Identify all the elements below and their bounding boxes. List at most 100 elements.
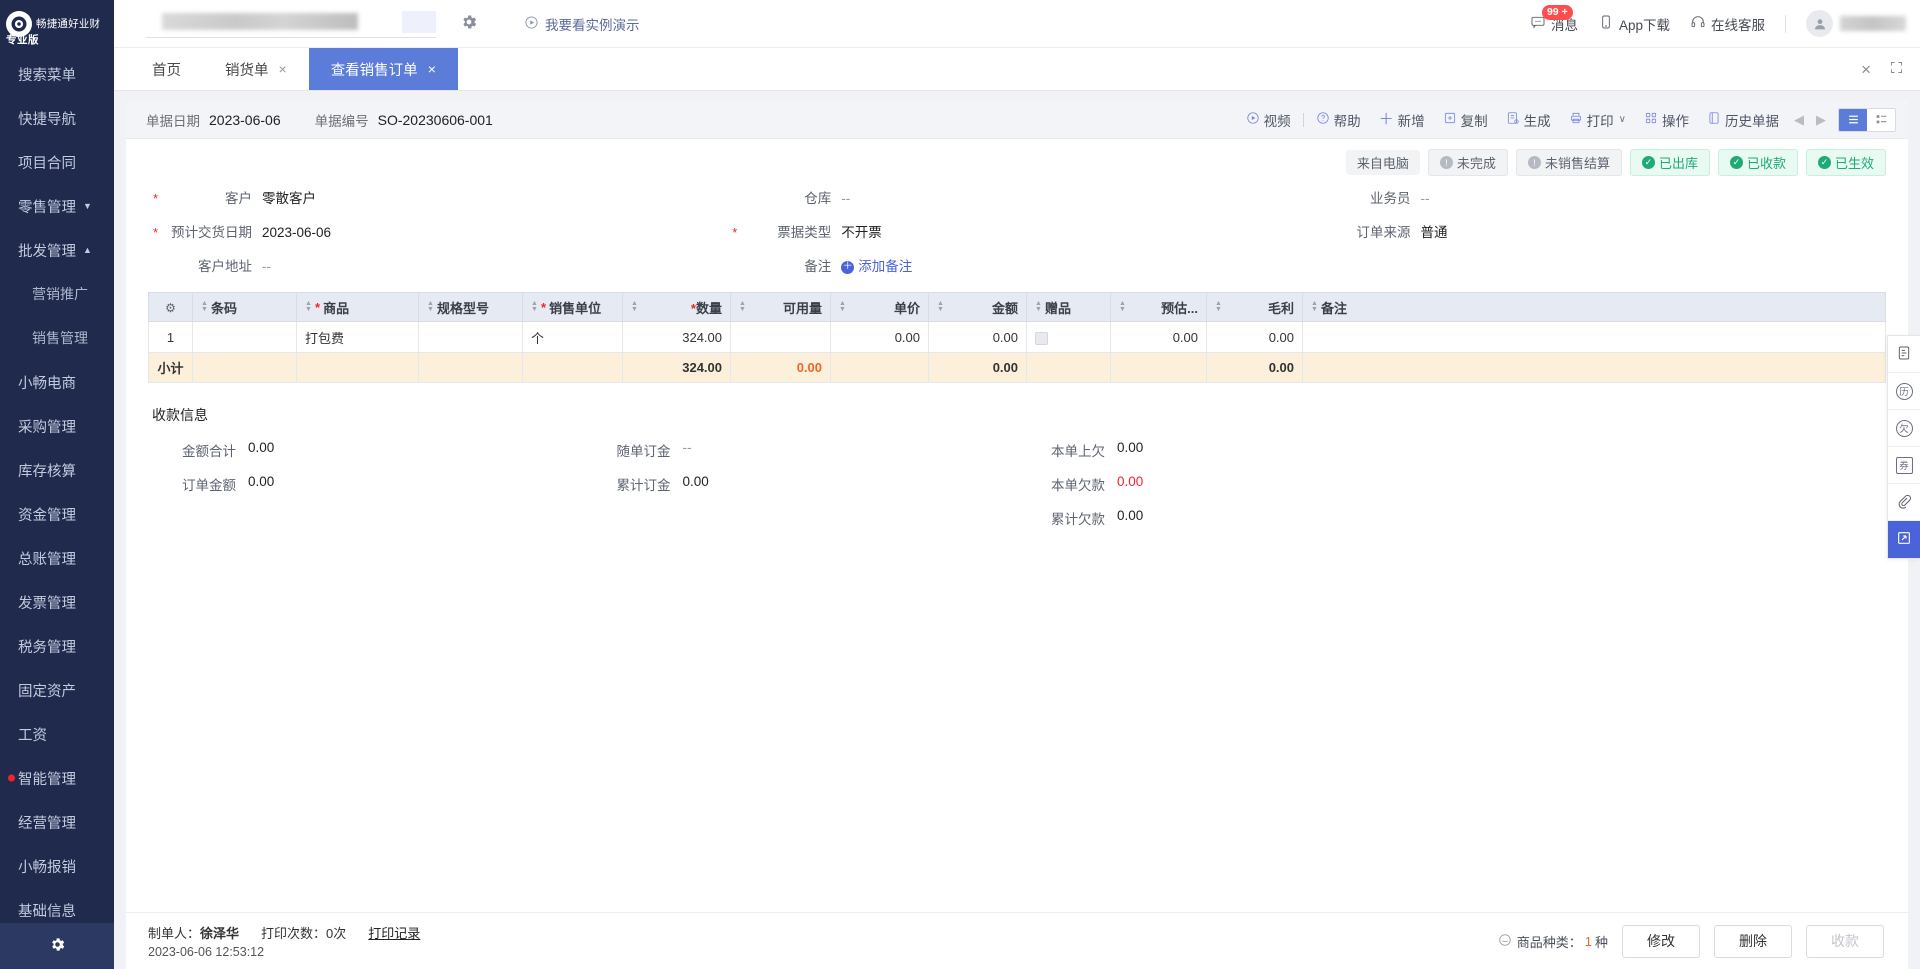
tab-home[interactable]: 首页 xyxy=(130,48,203,90)
sidebar-item-basic-info[interactable]: 基础信息 xyxy=(0,888,114,923)
required-marker: * xyxy=(315,299,321,315)
sort-icon[interactable]: ▲ ▼ xyxy=(839,300,846,313)
sidebar-item-ecommerce[interactable]: 小畅电商 xyxy=(0,360,114,404)
column-settings-icon[interactable]: ⚙ xyxy=(165,300,176,315)
column-settings-header[interactable]: ⚙ xyxy=(148,292,193,322)
field-expected-delivery-date: * 预计交货日期 2023-06-06 xyxy=(148,216,727,250)
chevron-down-icon[interactable]: ∨ xyxy=(1618,114,1626,125)
sidebar-item-marketing-promotion[interactable]: 营销推广 xyxy=(0,272,114,316)
rail-coupon-button[interactable]: 券 xyxy=(1888,447,1920,484)
gift-checkbox[interactable] xyxy=(1035,331,1048,345)
messages-button[interactable]: 消息 99 + xyxy=(1530,4,1578,34)
tab-sales-invoice[interactable]: 销货单 × xyxy=(203,48,309,90)
prev-record-button[interactable]: ◀ xyxy=(1794,111,1804,127)
column-header-gross-profit[interactable]: ▲ ▼ 毛利 xyxy=(1206,292,1303,322)
sort-icon[interactable]: ▲ ▼ xyxy=(1215,300,1222,313)
sidebar-item-operations-management[interactable]: 经营管理 xyxy=(0,800,114,844)
online-service-button[interactable]: 在线客服 xyxy=(1690,14,1765,34)
sort-icon[interactable]: ▲ ▼ xyxy=(1311,300,1318,313)
sort-icon[interactable]: ▲ ▼ xyxy=(1119,300,1126,313)
cell-memo[interactable] xyxy=(1302,321,1886,353)
cell-gift[interactable] xyxy=(1026,321,1111,353)
sidebar-item-quick-nav[interactable]: 快捷导航 xyxy=(0,96,114,140)
print-button[interactable]: 打印 ∨ xyxy=(1560,110,1635,130)
column-header-estimate[interactable]: ▲ ▼ 预估... xyxy=(1110,292,1207,322)
next-record-button[interactable]: ▶ xyxy=(1816,111,1826,127)
column-header-price[interactable]: ▲ ▼ 单价 xyxy=(830,292,929,322)
cell-qty[interactable]: 324.00 xyxy=(622,321,731,353)
sidebar-item-payroll[interactable]: 工资 xyxy=(0,712,114,756)
sidebar-item-fund-management[interactable]: 资金管理 xyxy=(0,492,114,536)
copy-button[interactable]: 复制 xyxy=(1434,110,1497,130)
sidebar-item-expense-reimbursement[interactable]: 小畅报销 xyxy=(0,844,114,888)
rail-expand-button[interactable] xyxy=(1888,521,1920,558)
search-input[interactable] xyxy=(146,9,436,38)
sort-icon[interactable]: ▲ ▼ xyxy=(937,300,944,313)
sidebar-item-general-ledger[interactable]: 总账管理 xyxy=(0,536,114,580)
list-view-icon[interactable] xyxy=(1839,108,1867,131)
print-log-link[interactable]: 打印记录 xyxy=(368,926,421,941)
help-button[interactable]: 帮助 xyxy=(1307,110,1370,130)
tab-close-icon[interactable]: × xyxy=(278,61,287,77)
sidebar-item-inventory-accounting[interactable]: 库存核算 xyxy=(0,448,114,492)
sidebar-item-fixed-assets[interactable]: 固定资产 xyxy=(0,668,114,712)
sort-icon[interactable]: ▲ ▼ xyxy=(201,300,208,313)
history-docs-button[interactable]: 历史单据 xyxy=(1698,110,1788,130)
table-row[interactable]: 1 打包费 个 324.00 0.00 0.00 0.00 xyxy=(148,321,1886,353)
sidebar-item-search-menu[interactable]: 搜索菜单 xyxy=(0,52,114,96)
sidebar-item-project-contract[interactable]: 项目合同 xyxy=(0,140,114,184)
column-header-amount[interactable]: ▲ ▼ 金额 xyxy=(928,292,1027,322)
cell-goods[interactable]: 打包费 xyxy=(296,321,419,353)
demo-link[interactable]: 我要看实例演示 xyxy=(524,14,640,34)
new-button[interactable]: ＋ 新增 xyxy=(1370,110,1434,130)
delete-button[interactable]: 删除 xyxy=(1714,924,1792,958)
modify-button[interactable]: 修改 xyxy=(1622,924,1700,958)
cell-unit[interactable]: 个 xyxy=(522,321,623,353)
cell-spec[interactable] xyxy=(418,321,523,353)
sort-icon[interactable]: ▲ ▼ xyxy=(427,300,434,313)
close-icon[interactable]: × xyxy=(1861,59,1871,79)
search-settings-button[interactable] xyxy=(456,11,482,37)
search-button[interactable] xyxy=(402,10,436,33)
column-header-qty[interactable]: ▲ ▼ *数量 xyxy=(622,292,731,322)
fullscreen-icon[interactable] xyxy=(1889,60,1904,78)
sidebar-item-purchase-management[interactable]: 采购管理 xyxy=(0,404,114,448)
sidebar-item-sales-management[interactable]: 销售管理 xyxy=(0,316,114,360)
column-header-available[interactable]: ▲ ▼ 可用量 xyxy=(730,292,831,322)
tab-view-sales-order[interactable]: 查看销售订单 × xyxy=(308,48,458,90)
app-download-button[interactable]: App下载 xyxy=(1598,14,1670,34)
sort-icon[interactable]: ▲ ▼ xyxy=(739,300,746,313)
form-row: 客户地址 -- 备注 ＋ 添加备注 xyxy=(148,250,1886,284)
add-remark-button[interactable]: ＋ 添加备注 xyxy=(841,257,912,277)
rail-debt-button[interactable]: 欠 xyxy=(1888,410,1920,447)
generate-button[interactable]: 生成 xyxy=(1497,110,1560,130)
sidebar-item-retail-management[interactable]: 零售管理 ▼ xyxy=(0,184,114,228)
card-view-icon[interactable] xyxy=(1867,108,1895,131)
column-header-goods[interactable]: ▲ ▼ * 商品 xyxy=(296,292,419,322)
sidebar-item-tax-management[interactable]: 税务管理 xyxy=(0,624,114,668)
payment-field-spacer xyxy=(1452,433,1887,467)
subtotal-qty: 324.00 xyxy=(622,352,731,383)
rail-attachment-button[interactable] xyxy=(1888,484,1920,521)
sort-icon[interactable]: ▲ ▼ xyxy=(1035,300,1042,313)
sort-icon[interactable]: ▲ ▼ xyxy=(531,300,538,313)
video-button[interactable]: 视频 xyxy=(1237,110,1300,130)
column-header-code[interactable]: ▲ ▼ 条码 xyxy=(192,292,297,322)
sidebar-item-wholesale-management[interactable]: 批发管理 ▲ xyxy=(0,228,114,272)
column-header-unit[interactable]: ▲ ▼ * 销售单位 xyxy=(522,292,623,322)
sidebar-item-invoice-management[interactable]: 发票管理 xyxy=(0,580,114,624)
user-menu[interactable] xyxy=(1806,10,1906,37)
column-header-gift[interactable]: ▲ ▼ 赠品 xyxy=(1026,292,1111,322)
rail-document-button[interactable] xyxy=(1888,336,1920,373)
rail-history-button[interactable]: 历 xyxy=(1888,373,1920,410)
sidebar-settings-button[interactable] xyxy=(0,923,114,969)
sort-icon[interactable]: ▲ ▼ xyxy=(305,300,312,313)
column-header-memo[interactable]: ▲ ▼ 备注 xyxy=(1302,292,1886,322)
cell-price[interactable]: 0.00 xyxy=(830,321,929,353)
operations-button[interactable]: 操作 xyxy=(1635,110,1698,130)
column-header-spec[interactable]: ▲ ▼ 规格型号 xyxy=(418,292,523,322)
sidebar-item-smart-management[interactable]: 智能管理 xyxy=(0,756,114,800)
cell-code[interactable] xyxy=(192,321,297,353)
tab-close-icon[interactable]: × xyxy=(427,61,436,77)
sort-icon[interactable]: ▲ ▼ xyxy=(631,300,638,313)
